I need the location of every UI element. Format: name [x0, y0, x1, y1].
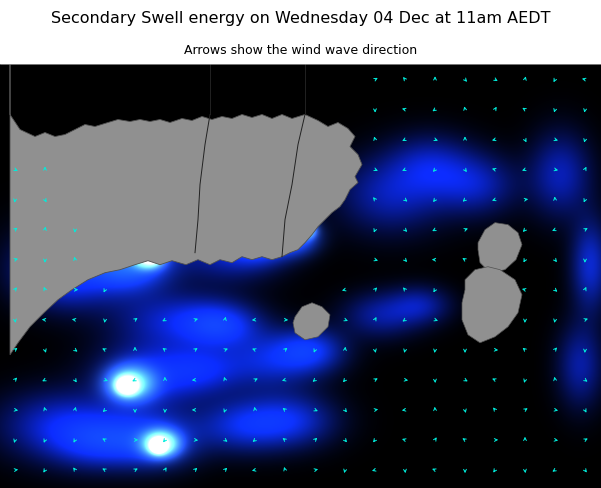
Polygon shape — [293, 303, 330, 340]
Text: Arrows show the wind wave direction: Arrows show the wind wave direction — [184, 44, 417, 57]
Text: Secondary Swell energy on Wednesday 04 Dec at 11am AEDT: Secondary Swell energy on Wednesday 04 D… — [50, 11, 551, 25]
Polygon shape — [10, 64, 362, 355]
Polygon shape — [462, 267, 522, 343]
Polygon shape — [478, 223, 522, 273]
